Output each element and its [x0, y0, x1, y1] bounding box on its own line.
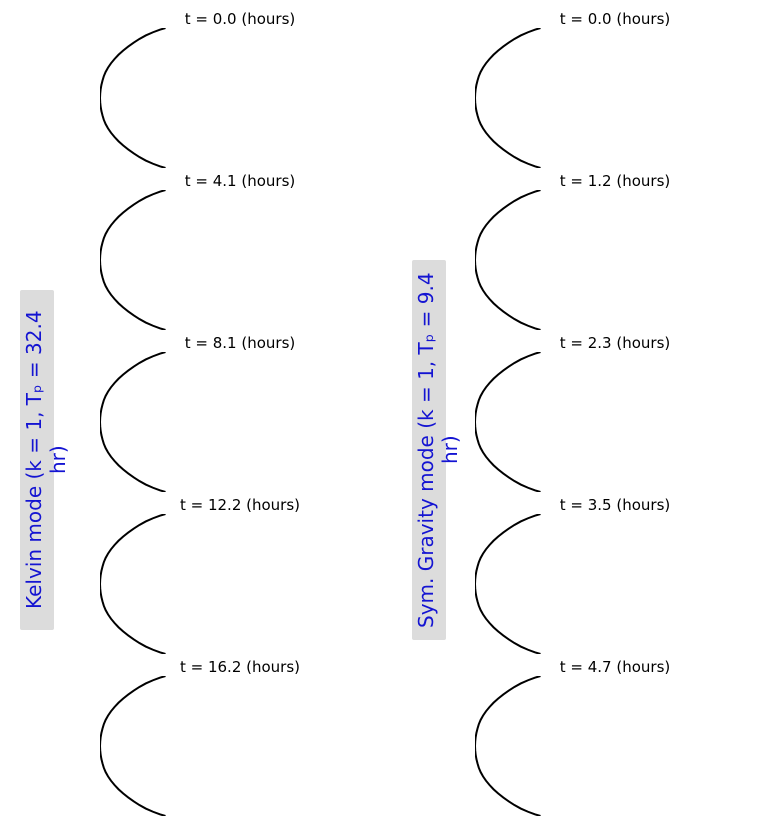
panel-kelvin-4: t = 16.2 (hours) [90, 658, 390, 820]
panel-title: t = 2.3 (hours) [465, 334, 765, 352]
panel-gravity-3: t = 3.5 (hours) [465, 496, 765, 658]
panel-gravity-4: t = 4.7 (hours) [465, 658, 765, 820]
figure-root: Kelvin mode (k = 1, Tₚ = 32.4 hr) Sym. G… [0, 0, 777, 839]
panel-title: t = 3.5 (hours) [465, 496, 765, 514]
globe [475, 190, 755, 330]
side-label-kelvin: Kelvin mode (k = 1, Tₚ = 32.4 hr) [20, 290, 54, 630]
panel-title: t = 1.2 (hours) [465, 172, 765, 190]
panel-title: t = 12.2 (hours) [90, 496, 390, 514]
globe [475, 352, 755, 492]
globe [100, 190, 380, 330]
panel-kelvin-2: t = 8.1 (hours) [90, 334, 390, 496]
globe [100, 514, 380, 654]
panel-kelvin-0: t = 0.0 (hours) [90, 10, 390, 172]
panel-kelvin-1: t = 4.1 (hours) [90, 172, 390, 334]
panel-gravity-0: t = 0.0 (hours) [465, 10, 765, 172]
globe [100, 28, 380, 168]
panel-title: t = 0.0 (hours) [465, 10, 765, 28]
column-kelvin: t = 0.0 (hours) t = 4.1 (hours) t = 8.1 … [90, 10, 390, 820]
globe [475, 514, 755, 654]
globe [100, 352, 380, 492]
panel-title: t = 4.1 (hours) [90, 172, 390, 190]
globe [475, 676, 755, 816]
panel-title: t = 16.2 (hours) [90, 658, 390, 676]
column-gravity: t = 0.0 (hours) t = 1.2 (hours) t = 2.3 … [465, 10, 765, 820]
panel-gravity-2: t = 2.3 (hours) [465, 334, 765, 496]
panel-gravity-1: t = 1.2 (hours) [465, 172, 765, 334]
side-label-gravity: Sym. Gravity mode (k = 1, Tₚ = 9.4 hr) [412, 260, 446, 640]
globe [100, 676, 380, 816]
panel-title: t = 8.1 (hours) [90, 334, 390, 352]
panel-title: t = 0.0 (hours) [90, 10, 390, 28]
globe [475, 28, 755, 168]
panel-kelvin-3: t = 12.2 (hours) [90, 496, 390, 658]
panel-title: t = 4.7 (hours) [465, 658, 765, 676]
